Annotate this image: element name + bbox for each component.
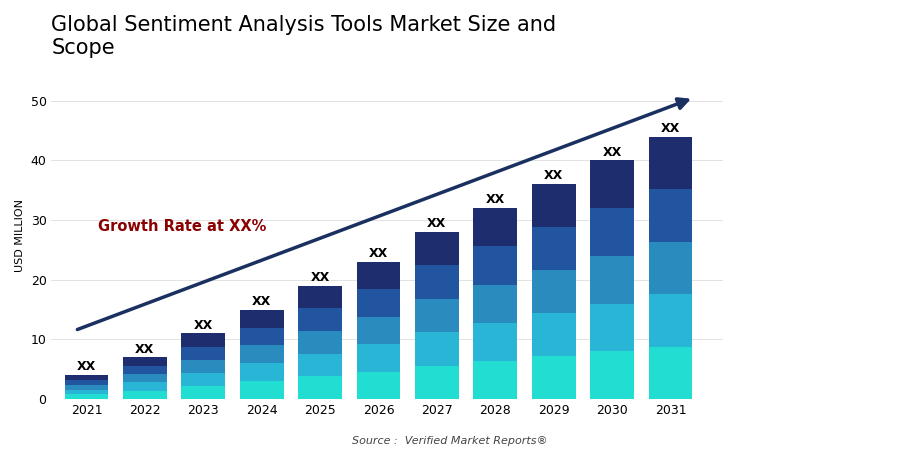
Bar [649, 189, 692, 242]
Bar [649, 136, 692, 189]
Text: XX: XX [310, 271, 329, 284]
Bar [532, 313, 575, 356]
Text: XX: XX [544, 170, 563, 183]
Bar [590, 208, 634, 256]
Bar [532, 356, 575, 399]
Bar [298, 354, 342, 377]
Bar [356, 344, 400, 372]
Bar [473, 208, 518, 246]
Bar [356, 317, 400, 344]
Bar [65, 390, 108, 394]
Bar [182, 346, 225, 360]
Bar [649, 346, 692, 399]
Bar [473, 246, 518, 284]
Text: XX: XX [486, 194, 505, 207]
Bar [590, 304, 634, 351]
Bar [415, 299, 459, 332]
Bar [649, 294, 692, 346]
Bar [123, 382, 166, 391]
Text: Global Sentiment Analysis Tools Market Size and
Scope: Global Sentiment Analysis Tools Market S… [51, 15, 556, 58]
Bar [65, 394, 108, 399]
Text: Growth Rate at XX%: Growth Rate at XX% [98, 219, 266, 234]
Bar [532, 227, 575, 270]
Bar [182, 360, 225, 373]
Bar [298, 286, 342, 308]
Bar [356, 262, 400, 289]
Bar [532, 270, 575, 313]
Bar [590, 351, 634, 399]
Bar [415, 332, 459, 366]
Text: XX: XX [76, 360, 96, 374]
Bar [182, 333, 225, 346]
Text: XX: XX [135, 342, 155, 356]
Bar [65, 375, 108, 380]
Bar [298, 331, 342, 354]
Bar [532, 184, 575, 227]
Text: Source :  Verified Market Reports®: Source : Verified Market Reports® [352, 436, 548, 446]
Bar [356, 372, 400, 399]
Bar [123, 366, 166, 374]
Bar [473, 361, 518, 399]
Bar [123, 374, 166, 382]
Text: XX: XX [661, 122, 680, 135]
Bar [590, 256, 634, 304]
Text: XX: XX [252, 295, 271, 308]
Bar [239, 381, 284, 399]
Bar [356, 289, 400, 317]
Bar [239, 346, 284, 363]
Bar [239, 310, 284, 328]
Bar [123, 391, 166, 399]
Bar [415, 366, 459, 399]
Bar [65, 380, 108, 385]
Bar [649, 242, 692, 294]
Text: XX: XX [369, 247, 388, 260]
Bar [239, 363, 284, 381]
Bar [65, 385, 108, 390]
Text: XX: XX [194, 319, 213, 332]
Y-axis label: USD MILLION: USD MILLION [15, 198, 25, 271]
Bar [415, 266, 459, 299]
Bar [182, 373, 225, 386]
Bar [415, 232, 459, 266]
Bar [182, 386, 225, 399]
Text: XX: XX [602, 146, 622, 158]
Text: XX: XX [428, 217, 446, 230]
Bar [473, 284, 518, 323]
Bar [473, 323, 518, 361]
Bar [239, 328, 284, 346]
Bar [298, 377, 342, 399]
Bar [123, 357, 166, 366]
Bar [590, 160, 634, 208]
Bar [298, 308, 342, 331]
